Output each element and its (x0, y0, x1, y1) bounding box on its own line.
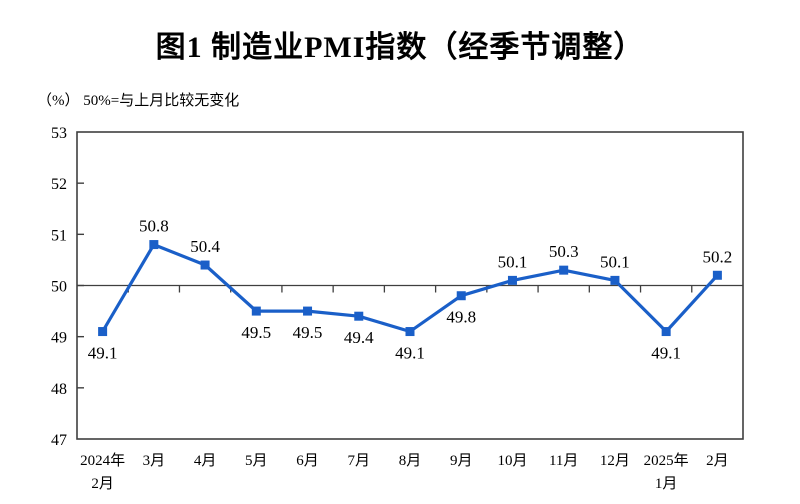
data-label: 50.3 (549, 242, 579, 261)
data-point-marker (354, 311, 364, 321)
x-tick-label: 11月 (549, 453, 578, 469)
data-point-marker (507, 275, 517, 285)
data-label: 49.1 (395, 344, 425, 363)
data-point-marker (149, 240, 159, 250)
x-tick-label: 3月 (143, 453, 166, 469)
data-point-marker (559, 265, 569, 275)
data-label: 50.8 (139, 217, 169, 236)
data-labels: 49.1 50.8 50.4 49.5 49.5 49.4 49.1 49.8 50.1 50.3… (88, 217, 733, 363)
data-point-marker (456, 291, 466, 301)
data-label: 49.1 (88, 344, 118, 363)
data-point-marker (405, 327, 415, 337)
y-tick-label: 50 (51, 279, 67, 296)
x-axis-labels: 2024年 2月 3月 4月 5月 6月 7月 8月 9月 10月 11月 12月 2025年 1月 2月 (80, 452, 729, 492)
data-point-marker (303, 306, 313, 316)
x-tick-label: 1月 (655, 476, 678, 492)
x-tick-label: 7月 (348, 453, 371, 469)
data-point-marker (661, 327, 671, 337)
data-label: 49.4 (344, 328, 374, 347)
x-tick-label: 9月 (450, 453, 473, 469)
y-tick-label: 51 (51, 227, 67, 244)
x-tick-label: 2025年 (644, 452, 689, 469)
data-label: 50.4 (190, 237, 220, 256)
data-label: 50.2 (703, 247, 733, 266)
y-tick-label: 52 (51, 176, 67, 193)
chart-title: 图1 制造业PMI指数（经季节调整） (155, 31, 645, 64)
y-tick-label: 48 (51, 381, 67, 398)
x-tick-label: 10月 (497, 453, 527, 469)
data-label: 49.1 (651, 344, 681, 363)
axis-unit-note: （%） 50%=与上月比较无变化 (37, 93, 240, 109)
y-tick-label: 53 (51, 125, 67, 142)
x-tick-label: 6月 (296, 453, 319, 469)
data-label: 50.1 (498, 252, 528, 271)
x-tick-label: 5月 (245, 453, 268, 469)
data-point-marker (712, 270, 722, 280)
x-tick-label: 2月 (706, 453, 729, 469)
data-label: 50.1 (600, 252, 630, 271)
x-tick-label: 4月 (194, 453, 217, 469)
y-tick-label: 49 (51, 330, 67, 347)
x-tick-label: 12月 (600, 453, 630, 469)
data-label: 49.8 (446, 308, 476, 327)
x-tick-label: 2024年 (80, 452, 125, 469)
reference-line-50 (77, 284, 743, 293)
x-tick-label: 2月 (91, 476, 114, 492)
data-label: 49.5 (293, 323, 323, 342)
series-markers (98, 240, 722, 337)
y-tick-label: 47 (51, 432, 67, 449)
data-point-marker (251, 306, 261, 316)
data-point-marker (200, 260, 210, 270)
x-tick-label: 8月 (399, 453, 422, 469)
data-point-marker (610, 275, 620, 285)
data-point-marker (98, 327, 108, 337)
data-label: 49.5 (241, 323, 271, 342)
y-axis: 53 52 51 50 49 48 47 (51, 125, 84, 449)
